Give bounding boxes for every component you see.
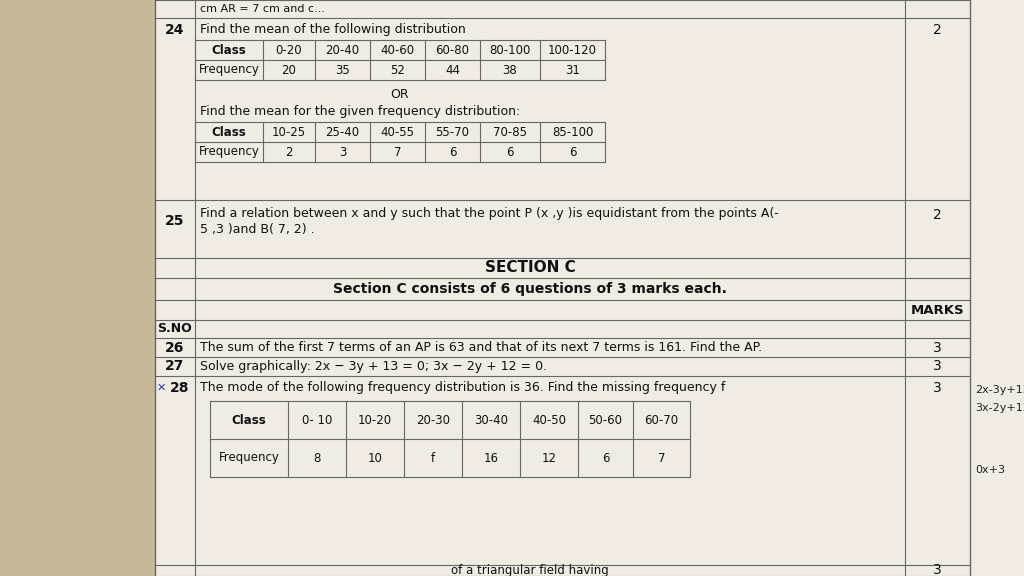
Text: 20-30: 20-30	[416, 414, 450, 426]
Text: 0-20: 0-20	[275, 44, 302, 56]
Text: Find a relation between x and y such that the point P (x ,y )is equidistant from: Find a relation between x and y such tha…	[200, 207, 778, 219]
Text: 40-60: 40-60	[381, 44, 415, 56]
Text: The mode of the following frequency distribution is 36. Find the missing frequen: The mode of the following frequency dist…	[200, 381, 725, 395]
Text: 10-20: 10-20	[358, 414, 392, 426]
Text: 2x-3y+13: 2x-3y+13	[975, 385, 1024, 395]
Text: 12: 12	[542, 452, 556, 464]
Text: 31: 31	[565, 63, 580, 77]
Text: 16: 16	[483, 452, 499, 464]
Text: 50-60: 50-60	[589, 414, 623, 426]
Text: 25: 25	[165, 214, 184, 228]
Text: 6: 6	[506, 146, 514, 158]
Text: Solve graphically: 2x − 3y + 13 = 0; 3x − 2y + 12 = 0.: Solve graphically: 2x − 3y + 13 = 0; 3x …	[200, 360, 547, 373]
Text: 3: 3	[339, 146, 346, 158]
Text: 2: 2	[933, 208, 942, 222]
Text: 20-40: 20-40	[326, 44, 359, 56]
Text: S.NO: S.NO	[158, 323, 193, 335]
Text: 35: 35	[335, 63, 350, 77]
Text: Frequency: Frequency	[199, 63, 259, 77]
Text: Class: Class	[231, 414, 266, 426]
Text: 3x-2y+12: 3x-2y+12	[975, 403, 1024, 413]
Text: 3: 3	[933, 381, 942, 395]
Text: 25-40: 25-40	[326, 126, 359, 138]
Text: 24: 24	[165, 23, 184, 37]
Text: 10: 10	[368, 452, 382, 464]
Text: 7: 7	[394, 146, 401, 158]
Text: 2: 2	[286, 146, 293, 158]
Text: 40-55: 40-55	[381, 126, 415, 138]
Text: 55-70: 55-70	[435, 126, 469, 138]
Bar	[0, 0, 155, 576]
Text: 27: 27	[165, 359, 184, 373]
Text: 3: 3	[933, 359, 942, 373]
Text: Section C consists of 6 questions of 3 marks each.: Section C consists of 6 questions of 3 m…	[333, 282, 727, 296]
Text: 5 ,3 )and B( 7, 2) .: 5 ,3 )and B( 7, 2) .	[200, 223, 314, 237]
Text: 70-85: 70-85	[493, 126, 527, 138]
Text: Find the mean for the given frequency distribution:: Find the mean for the given frequency di…	[200, 105, 520, 119]
Text: 6: 6	[449, 146, 457, 158]
Text: 100-120: 100-120	[548, 44, 597, 56]
Text: cm AR = 7 cm and c...: cm AR = 7 cm and c...	[200, 4, 325, 14]
Text: 28: 28	[170, 381, 189, 395]
Text: MARKS: MARKS	[910, 304, 965, 316]
Text: 60-70: 60-70	[644, 414, 679, 426]
Text: 6: 6	[568, 146, 577, 158]
Text: 10-25: 10-25	[272, 126, 306, 138]
Text: f: f	[431, 452, 435, 464]
Text: 7: 7	[657, 452, 666, 464]
Text: 60-80: 60-80	[435, 44, 469, 56]
Text: ✕: ✕	[157, 383, 166, 393]
Text: 80-100: 80-100	[489, 44, 530, 56]
Text: 52: 52	[390, 63, 404, 77]
Text: Class: Class	[212, 126, 247, 138]
Text: 0x+3: 0x+3	[975, 465, 1005, 475]
Text: 0- 10: 0- 10	[302, 414, 332, 426]
Text: 26: 26	[165, 340, 184, 354]
Text: SECTION C: SECTION C	[484, 260, 575, 275]
Text: 3: 3	[933, 340, 942, 354]
Text: 38: 38	[503, 63, 517, 77]
Text: 30-40: 30-40	[474, 414, 508, 426]
Text: OR: OR	[391, 88, 410, 100]
Text: 20: 20	[282, 63, 296, 77]
Text: 3: 3	[933, 563, 942, 576]
Text: Frequency: Frequency	[199, 146, 259, 158]
Text: 85-100: 85-100	[552, 126, 593, 138]
Text: 6: 6	[602, 452, 609, 464]
Bar	[155, 0, 1024, 576]
Text: The sum of the first 7 terms of an AP is 63 and that of its next 7 terms is 161.: The sum of the first 7 terms of an AP is…	[200, 341, 762, 354]
Text: Find the mean of the following distribution: Find the mean of the following distribut…	[200, 24, 466, 36]
Text: 2: 2	[933, 23, 942, 37]
Text: Frequency: Frequency	[218, 452, 280, 464]
Text: Class: Class	[212, 44, 247, 56]
Text: 40-50: 40-50	[532, 414, 566, 426]
Text: 8: 8	[313, 452, 321, 464]
Text: of a triangular field having: of a triangular field having	[452, 564, 609, 576]
Text: 44: 44	[445, 63, 460, 77]
